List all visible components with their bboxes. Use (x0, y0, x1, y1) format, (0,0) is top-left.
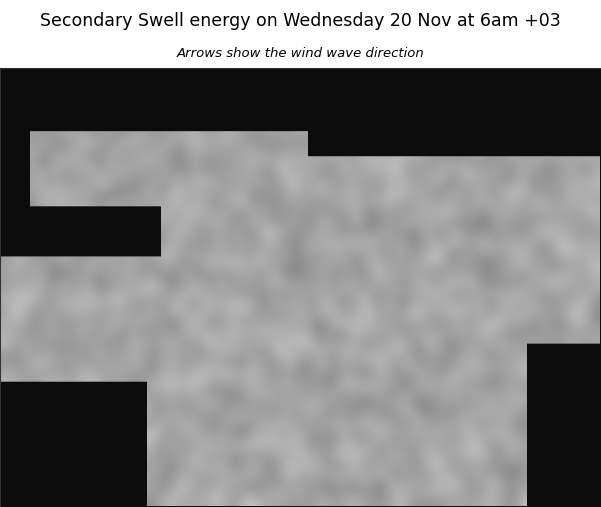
Text: Secondary Swell energy on Wednesday 20 Nov at 6am +03: Secondary Swell energy on Wednesday 20 N… (40, 12, 561, 29)
Text: Arrows show the wind wave direction: Arrows show the wind wave direction (177, 47, 424, 60)
